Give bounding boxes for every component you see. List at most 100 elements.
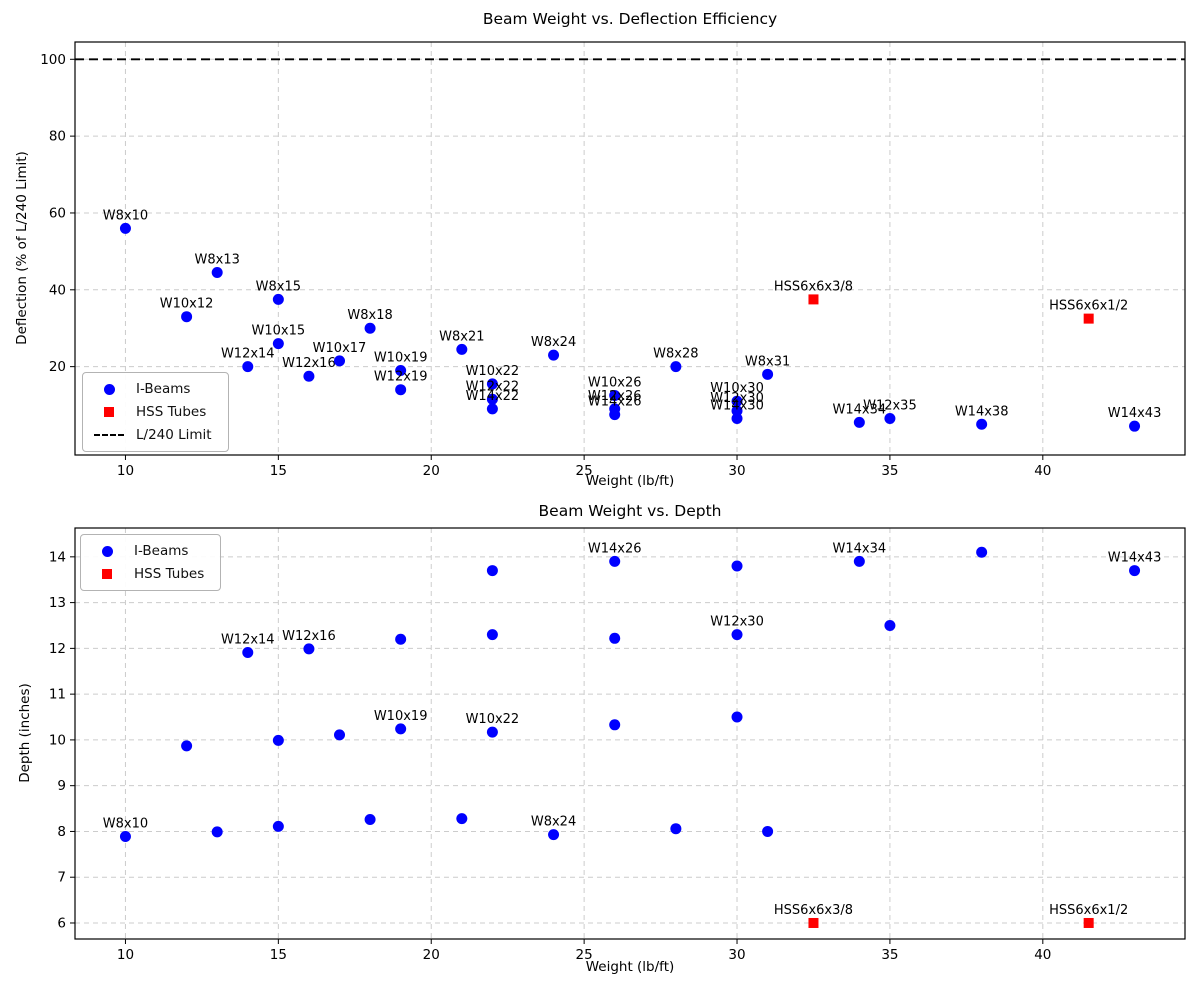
data-point-W12x35: [884, 619, 896, 631]
data-point-W10x19: [395, 723, 407, 735]
data-point-W10x30: [731, 395, 743, 407]
data-point-HSS6x6x1/2: [1083, 313, 1094, 324]
data-point-W12x22: [486, 393, 498, 405]
plot-area: 10 15 20 25 30 35 40 6 7 8 9 10 11 12 13 14 W8x10 W12x14 W…: [49, 527, 1186, 963]
data-point-W10x19: [395, 364, 407, 376]
x-tick-label: 25: [576, 947, 593, 963]
x-tick-label: 20: [423, 947, 440, 963]
data-point-W12x22: [486, 629, 498, 641]
legend-item-hss-tubes: HSS Tubes: [94, 404, 212, 420]
data-point-W8x18: [364, 814, 376, 826]
point-label: W8x24: [531, 335, 576, 350]
y-tick-label: 14: [49, 549, 66, 565]
x-tick-label: 30: [728, 463, 745, 479]
data-point-W14x43: [1129, 420, 1141, 432]
data-point-W10x12: [181, 311, 193, 323]
plot-area: 10 15 20 25 30 35 40 20 40 60 80 100 W8x10 W10x12 W8x1…: [40, 41, 1186, 479]
data-point-W12x35: [884, 413, 896, 425]
legend-item-ibeams: I-Beams: [92, 543, 204, 559]
data-point-W8x10: [119, 830, 131, 842]
plot-frame: [74, 527, 1186, 940]
data-point-W8x24: [548, 829, 560, 841]
point-label: W10x17: [313, 341, 367, 356]
data-point-W14x30: [731, 560, 743, 572]
data-point-W10x26: [609, 719, 621, 731]
data-point-W14x38: [976, 546, 988, 558]
data-point-W8x31: [762, 368, 774, 380]
data-point-W8x13: [211, 826, 223, 838]
data-point-W8x15: [272, 820, 284, 832]
x-tick-label: 40: [1034, 947, 1051, 963]
point-label: W12x16: [282, 356, 336, 371]
point-label: W10x19: [374, 350, 428, 365]
point-label: W14x34: [833, 541, 887, 556]
point-label: W12x30: [710, 615, 764, 630]
data-point-W12x14: [242, 361, 254, 373]
x-tick-label: 35: [881, 947, 898, 963]
data-point-W12x16: [303, 643, 315, 655]
plot-frame: [74, 41, 1186, 456]
data-point-W8x28: [670, 823, 682, 835]
point-label: W8x10: [103, 208, 148, 223]
point-label: W8x18: [347, 308, 392, 323]
point-label: HSS6x6x1/2: [1049, 299, 1128, 314]
legend-handle: [92, 545, 122, 557]
point-label: W14x26: [588, 541, 642, 556]
point-label: W8x28: [653, 347, 698, 362]
legend-handle: [94, 407, 124, 417]
legend-label: L/240 Limit: [136, 427, 212, 443]
x-axis-label: Weight (lb/ft): [585, 959, 675, 975]
point-label: W12x14: [221, 632, 275, 647]
y-tick-label: 8: [57, 824, 66, 840]
y-tick-label: 20: [49, 359, 66, 375]
point-label: W10x19: [374, 709, 428, 724]
point-label: W10x12: [160, 297, 214, 312]
y-tick-label: 13: [49, 595, 66, 611]
chart-title: Beam Weight vs. Deflection Efficiency: [482, 10, 778, 28]
data-point-W14x22: [486, 403, 498, 415]
legend-label: HSS Tubes: [136, 404, 207, 420]
point-label: W10x30: [710, 381, 764, 396]
point-label: HSS6x6x1/2: [1049, 903, 1128, 918]
circle-marker-icon: [101, 545, 113, 557]
data-point-W14x26: [609, 409, 621, 421]
x-tick-label: 15: [270, 947, 287, 963]
data-point-HSS6x6x3/8: [808, 294, 819, 305]
point-label: W10x22: [466, 712, 520, 727]
point-label: W14x26: [588, 395, 642, 410]
data-point-W10x22: [486, 378, 498, 390]
x-tick-label: 35: [881, 463, 898, 479]
point-label: W10x22: [466, 364, 520, 379]
point-label: W12x14: [221, 347, 275, 362]
data-point-W12x30: [731, 629, 743, 641]
data-point-W8x18: [364, 322, 376, 334]
x-tick-label: 30: [728, 947, 745, 963]
point-label: W10x26: [588, 375, 642, 390]
point-label: W12x26: [588, 389, 642, 404]
y-tick-label: 7: [57, 870, 66, 886]
legend-handle: [94, 383, 124, 395]
data-point-W8x21: [456, 343, 468, 355]
legend-label: I-Beams: [134, 543, 189, 559]
data-point-W10x26: [609, 389, 621, 401]
circle-marker-icon: [103, 383, 115, 395]
legend-handle: [94, 434, 124, 436]
point-label: W8x24: [531, 815, 576, 830]
data-point-W10x22: [486, 726, 498, 738]
point-label: W14x30: [710, 399, 764, 414]
point-label: W8x15: [256, 279, 301, 294]
point-label: W12x16: [282, 629, 336, 644]
point-label: W12x22: [466, 379, 520, 394]
data-point-W12x14: [242, 646, 254, 658]
y-tick-label: 6: [57, 915, 66, 931]
data-point-W8x24: [548, 349, 560, 361]
y-tick-label: 80: [49, 129, 66, 145]
point-label: W12x19: [374, 370, 428, 385]
y-tick-label: 100: [40, 52, 66, 68]
y-tick-label: 11: [49, 687, 66, 703]
y-tick-label: 9: [57, 778, 66, 794]
square-marker-icon: [102, 569, 112, 579]
data-point-HSS6x6x1/2: [1083, 917, 1094, 928]
data-point-W12x19: [395, 384, 407, 396]
